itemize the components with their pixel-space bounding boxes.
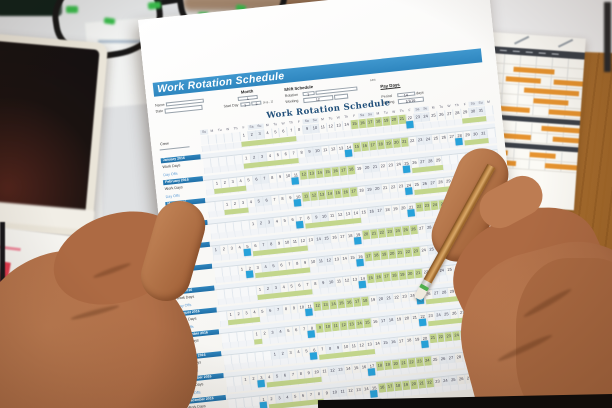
gantt-header-label — [551, 53, 559, 56]
gantt-bar — [544, 162, 578, 171]
gantt-bar — [548, 108, 581, 117]
work-span — [464, 138, 489, 146]
photo-edge-shadow — [604, 2, 611, 72]
gantt-bar — [524, 87, 579, 97]
blurred-text-line — [98, 40, 142, 43]
pay-day-marker — [305, 308, 314, 317]
pay-day-marker — [402, 165, 411, 174]
pay-days-title: Pay Days — [380, 82, 401, 91]
green-highlight-blob — [66, 6, 78, 13]
pay-day-marker — [291, 177, 300, 185]
gantt-bar — [552, 136, 579, 144]
pay-day-marker — [370, 390, 378, 398]
day-cell — [484, 105, 494, 115]
notebook-corner — [0, 0, 62, 16]
pay-day-marker — [310, 352, 318, 360]
gantt-bar — [533, 97, 569, 106]
pay-day-marker — [358, 280, 367, 289]
pay-day-marker — [243, 248, 252, 257]
gantt-bar — [505, 75, 542, 84]
working-extra-field — [333, 93, 349, 100]
blurred-desk-object — [182, 0, 340, 11]
start-day-label: Start Day — [223, 102, 239, 109]
start-day-field-1: 1 — [239, 101, 251, 107]
month-field-block: Month 1 Start Day 1 2 (e.g., 1) — [216, 86, 279, 110]
name-date-fields: Name Date — [155, 96, 214, 115]
pay-day-marker — [406, 209, 415, 217]
pay-day-marker — [296, 220, 305, 229]
work-span — [253, 338, 263, 345]
working-label: Working — [285, 98, 299, 105]
gantt-header-label — [499, 49, 507, 52]
date-label: Date — [155, 108, 164, 114]
gantt-bar — [512, 66, 555, 75]
pay-day-marker — [294, 198, 302, 207]
pay-day-marker — [245, 270, 254, 279]
dark-edge-sliver — [0, 222, 5, 308]
gantt-header-label — [525, 51, 533, 54]
pay-day-marker — [367, 368, 376, 376]
green-highlight-blob — [147, 1, 162, 10]
pay-day-marker — [344, 149, 353, 158]
gantt-bar — [540, 125, 580, 134]
pay-day-marker — [257, 379, 265, 388]
slanted-label-mark — [557, 38, 574, 48]
start-day-field-2: 2 — [251, 100, 262, 106]
shift-schedule-corner-label: Last — [369, 77, 376, 83]
pay-day-marker — [259, 401, 268, 408]
gantt-header-label — [512, 50, 520, 53]
right-hand-back — [516, 258, 612, 408]
gantt-header-label — [538, 52, 546, 55]
pay-day-marker — [353, 236, 362, 245]
slanted-label-mark — [514, 35, 530, 45]
pay-day-marker — [356, 258, 364, 267]
pay-day-marker — [307, 330, 316, 338]
pay-day-marker — [405, 120, 414, 129]
gantt-bar — [529, 151, 556, 159]
pay-day-marker — [418, 318, 427, 327]
weekday-label: M — [486, 99, 491, 104]
start-day-note: (e.g., 1) — [262, 99, 274, 105]
pay-day-marker — [404, 187, 413, 196]
pay-day-marker — [455, 137, 464, 146]
tablet-screen — [0, 40, 100, 221]
work-span — [462, 116, 487, 124]
pay-day-marker — [420, 340, 429, 349]
work-span — [224, 207, 249, 216]
gantt-bar — [553, 79, 583, 87]
name-label: Name — [154, 102, 165, 108]
rotation-value-field: 1 — [301, 90, 315, 97]
